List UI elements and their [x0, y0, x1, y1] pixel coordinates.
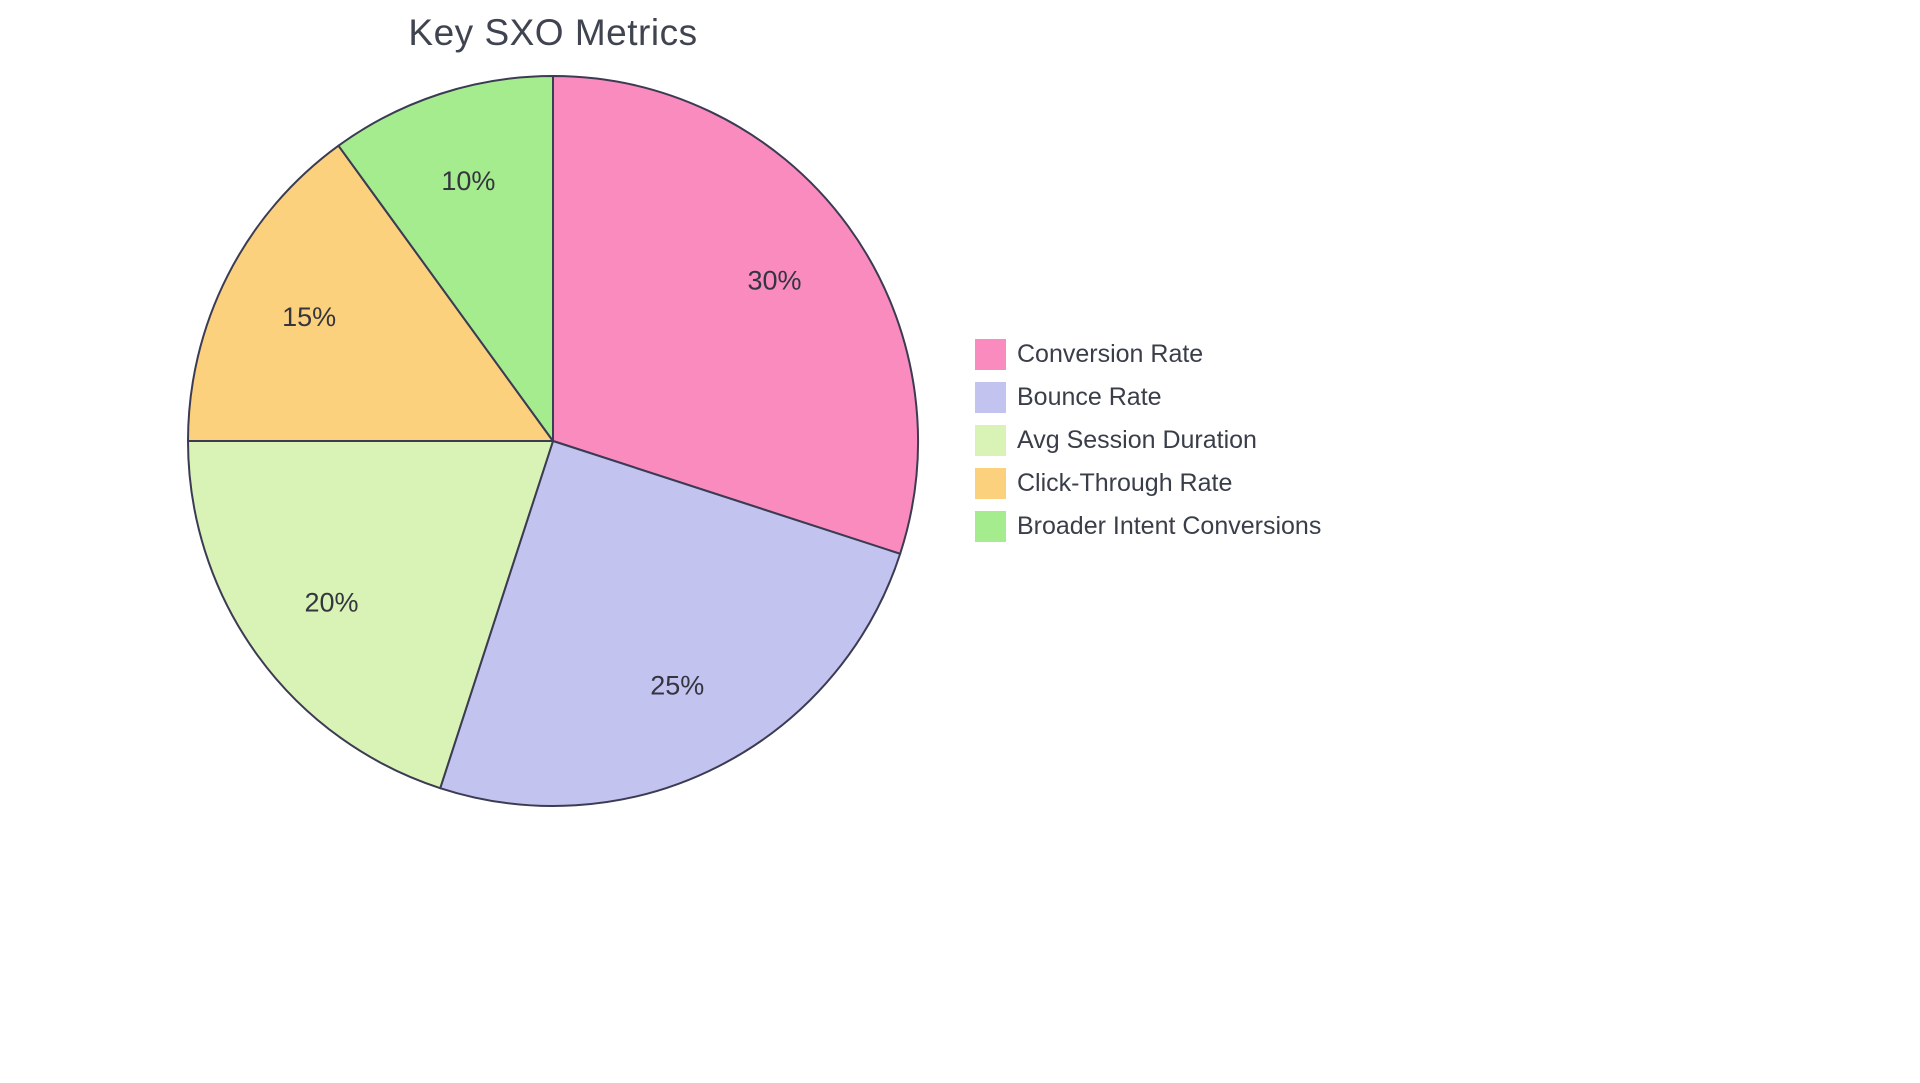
legend-swatch: [975, 425, 1006, 456]
legend-label: Avg Session Duration: [1017, 426, 1257, 454]
legend-item: Click-Through Rate: [975, 462, 1321, 505]
legend-swatch: [975, 382, 1006, 413]
slice-label: 30%: [747, 266, 801, 296]
pie-slice-broader-intent-conversions: [337, 75, 554, 442]
legend-item: Broader Intent Conversions: [975, 505, 1321, 548]
pie-slice-click-through-rate: [187, 144, 554, 442]
legend-label: Conversion Rate: [1017, 340, 1204, 368]
legend: Conversion Rate Bounce Rate Avg Session Du…: [975, 333, 1321, 548]
legend-item: Conversion Rate: [975, 333, 1321, 376]
legend-swatch: [975, 468, 1006, 499]
pie-slice-bounce-rate: [439, 440, 902, 807]
slice-label: 15%: [282, 302, 336, 332]
pie-slice-conversion-rate: [552, 75, 919, 555]
legend-label: Broader Intent Conversions: [1017, 512, 1322, 540]
slice-label: 10%: [441, 166, 495, 196]
chart-title: Key SXO Metrics: [408, 12, 698, 53]
legend-swatch: [975, 511, 1006, 542]
slice-label: 25%: [650, 670, 704, 700]
legend-item: Bounce Rate: [975, 376, 1321, 419]
legend-label: Bounce Rate: [1017, 383, 1162, 411]
legend-label: Click-Through Rate: [1017, 469, 1233, 497]
slice-label: 20%: [305, 587, 359, 617]
pie-slice-avg-session-duration: [187, 440, 554, 790]
legend-item: Avg Session Duration: [975, 419, 1321, 462]
legend-swatch: [975, 339, 1006, 370]
